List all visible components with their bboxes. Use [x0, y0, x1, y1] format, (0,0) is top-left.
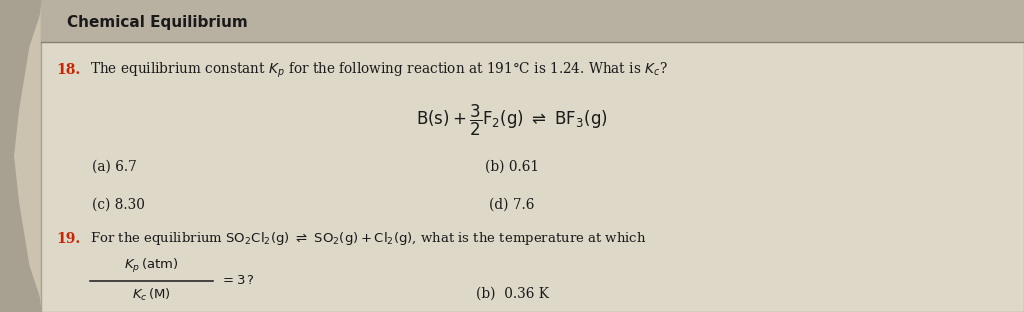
Text: $= 3\,?$: $= 3\,?$: [220, 274, 255, 287]
Text: (b)  0.36 K: (b) 0.36 K: [475, 286, 549, 300]
Text: (a) 6.7: (a) 6.7: [92, 160, 137, 174]
Text: $K_p\,\mathrm{(atm)}$: $K_p\,\mathrm{(atm)}$: [124, 257, 179, 275]
Text: (b) 0.61: (b) 0.61: [485, 160, 539, 174]
Text: $\mathrm{B(s) + \dfrac{3}{2}F_2(g)\ \rightleftharpoons\ BF_3(g)}$: $\mathrm{B(s) + \dfrac{3}{2}F_2(g)\ \rig…: [416, 103, 608, 138]
Text: The equilibrium constant $K_p$ for the following reaction at 191$\degree$C is 1.: The equilibrium constant $K_p$ for the f…: [90, 61, 668, 80]
Text: Chemical Equilibrium: Chemical Equilibrium: [67, 15, 248, 30]
Text: 19.: 19.: [56, 232, 81, 246]
Text: For the equilibrium $\mathrm{SO_2Cl_2(g)\ \rightleftharpoons\ SO_2(g) + Cl_2(g)}: For the equilibrium $\mathrm{SO_2Cl_2(g)…: [90, 230, 647, 247]
Polygon shape: [0, 0, 41, 312]
Text: (d) 7.6: (d) 7.6: [489, 197, 535, 211]
Text: 18.: 18.: [56, 63, 81, 77]
Bar: [41, 0, 1024, 42]
FancyBboxPatch shape: [41, 0, 1024, 312]
Text: (c) 8.30: (c) 8.30: [92, 197, 145, 211]
Text: $K_c\,\mathrm{(M)}$: $K_c\,\mathrm{(M)}$: [132, 287, 171, 303]
